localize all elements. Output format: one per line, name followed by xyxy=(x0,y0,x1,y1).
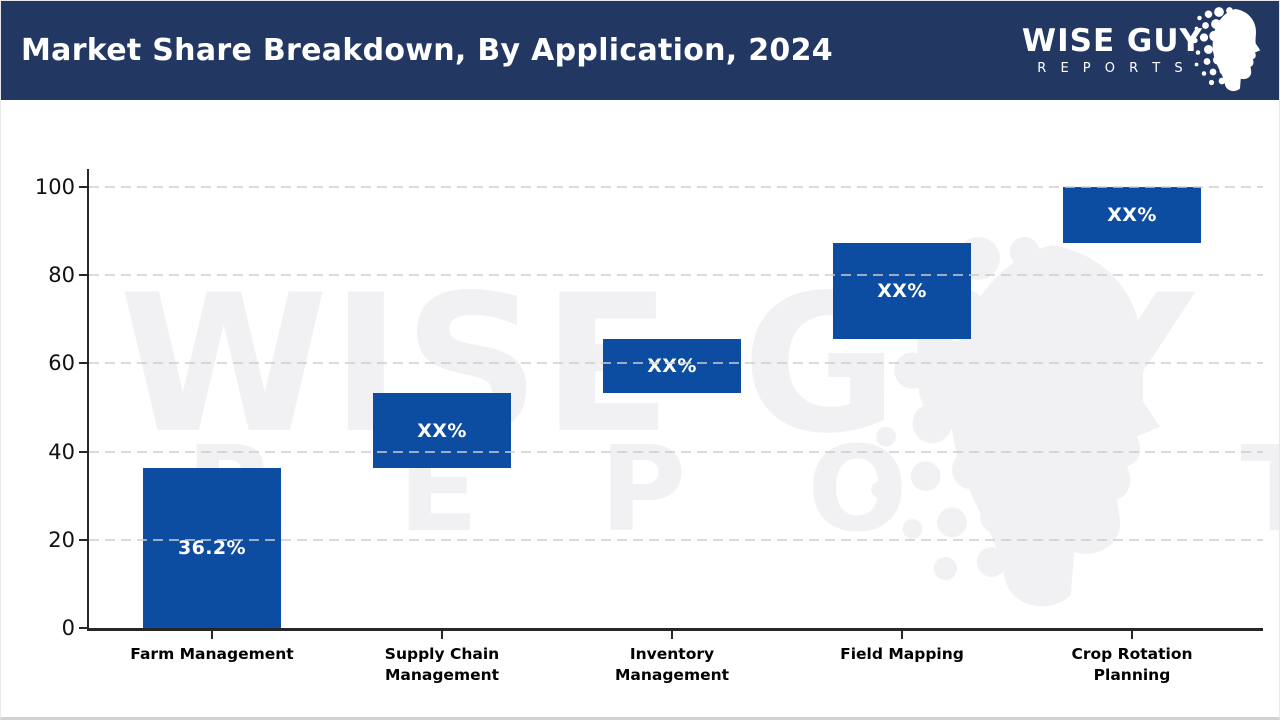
y-tick-label: 80 xyxy=(48,263,75,288)
logo-text: WISE GUY R E P O R T S xyxy=(1021,22,1203,76)
y-tick-label: 60 xyxy=(48,351,75,376)
y-tick-mark-100 xyxy=(79,186,88,188)
bar-value-label: XX% xyxy=(1107,204,1157,227)
bar-supply-chain-management: XX% xyxy=(373,393,511,469)
x-tick-mark xyxy=(1131,630,1133,639)
gridline-40 xyxy=(89,450,1263,453)
y-tick-mark-20 xyxy=(79,538,88,541)
y-tick-label: 20 xyxy=(48,527,75,552)
y-axis-line xyxy=(87,169,89,630)
bar-value-label: XX% xyxy=(417,419,467,442)
bar-value-label: XX% xyxy=(647,355,697,378)
bar-inventory-management: XX% xyxy=(603,338,741,394)
x-category-label: Supply Chain Management xyxy=(384,645,500,684)
header: Market Share Breakdown, By Application, … xyxy=(1,1,1279,100)
y-tick-mark-0 xyxy=(79,627,88,629)
gridline-20 xyxy=(89,538,1263,541)
x-category-label: Farm Management xyxy=(130,645,294,663)
bar-value-label: XX% xyxy=(877,280,927,303)
gridline-100 xyxy=(89,186,1263,188)
y-tick-mark-60 xyxy=(79,362,88,365)
page-title: Market Share Breakdown, By Application, … xyxy=(21,33,833,68)
bar-crop-rotation-planning: XX% xyxy=(1063,187,1201,244)
x-category-label: Inventory Management xyxy=(614,645,730,684)
wiseguy-logo: WISE GUY R E P O R T S xyxy=(1022,6,1267,96)
x-category-label: Field Mapping xyxy=(840,645,964,663)
x-tick-mark xyxy=(211,630,213,639)
x-category-label: Crop Rotation Planning xyxy=(1071,645,1193,684)
x-axis-line xyxy=(87,628,1263,631)
wiseguy-face-icon xyxy=(1192,6,1261,91)
bar-field-mapping: XX% xyxy=(833,243,971,339)
gridline-60 xyxy=(89,362,1263,365)
x-tick-mark xyxy=(441,630,443,639)
y-tick-label: 40 xyxy=(48,439,75,464)
chart-area: WISE GUY R E P O R T S 36.2%XX%XX%XX%XX%… xyxy=(1,100,1279,717)
logo-brand-text: WISE GUY xyxy=(1021,22,1203,59)
y-tick-label: 0 xyxy=(61,616,75,640)
bar-farm-management: 36.2% xyxy=(143,468,281,628)
gridline-80 xyxy=(89,274,1263,277)
x-tick-mark xyxy=(671,630,673,639)
bar-value-label: 36.2% xyxy=(178,537,246,560)
y-tick-mark-80 xyxy=(79,274,88,277)
y-tick-mark-40 xyxy=(79,450,88,453)
x-tick-mark xyxy=(901,630,903,639)
logo-sub-text: R E P O R T S xyxy=(1037,60,1188,76)
y-tick-label: 100 xyxy=(34,175,75,199)
